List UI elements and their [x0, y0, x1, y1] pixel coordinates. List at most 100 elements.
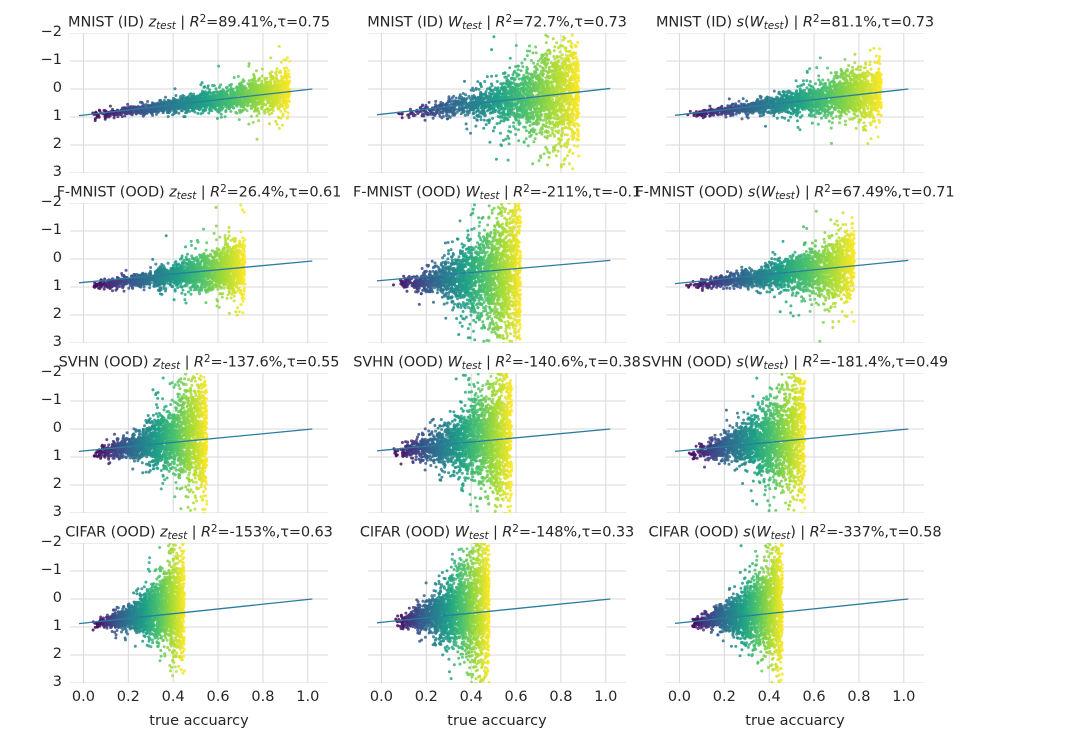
x-tick-label: 0.4 [148, 689, 198, 705]
plot-area-mnist-id-wtest [368, 33, 626, 173]
panel-title-svhn-ood-ztest: SVHN (OOD) ztest | R2=-137.6%,τ=0.55 [59, 353, 340, 372]
x-tick-label: 0.4 [446, 689, 496, 705]
x-tick-label: 0.0 [58, 689, 108, 705]
plot-area-svhn-ood-ztest [70, 373, 328, 513]
scatter-panel-cifar-ood-wtest: CIFAR (OOD) Wtest | R2=-148%,τ=0.33 [360, 523, 634, 683]
panel-title-fmnist-ood-swtest: F-MNIST (OOD) s(Wtest) | R2=67.49%,τ=0.7… [635, 183, 954, 202]
scatter-panel-fmnist-ood-wtest: F-MNIST (OOD) Wtest | R2=-211%,τ=-0.1 [353, 183, 641, 343]
x-tick-label: 0.6 [789, 689, 839, 705]
x-axis-label: true accuarcy [666, 713, 924, 729]
scatter-panel-cifar-ood-swtest: CIFAR (OOD) s(Wtest) | R2=-337%,τ=0.58 [649, 523, 942, 683]
x-tick-label: 0.6 [193, 689, 243, 705]
y-tick-label: 2 [26, 476, 62, 492]
regression-line [376, 598, 611, 624]
y-tick-label: 3 [26, 674, 62, 690]
panel-title-svhn-ood-swtest: SVHN (OOD) s(Wtest) | R2=-181.4%,τ=0.49 [642, 353, 948, 372]
scatter-points [687, 373, 807, 513]
x-tick-label: 1.0 [581, 689, 631, 705]
scatter-points [392, 203, 522, 343]
panel-title-fmnist-ood-wtest: F-MNIST (OOD) Wtest | R2=-211%,τ=-0.1 [353, 183, 641, 202]
panel-title-mnist-id-swtest: MNIST (ID) s(Wtest) | R2=81.1%,τ=0.73 [656, 13, 934, 32]
scatter-panel-mnist-id-ztest: MNIST (ID) ztest | R2=89.41%,τ=0.75 [68, 13, 330, 173]
regression-line [78, 260, 313, 284]
x-tick-label: 0.2 [103, 689, 153, 705]
x-tick-label: 0.8 [536, 689, 586, 705]
x-tick-label: 0.2 [699, 689, 749, 705]
x-tick-label: 0.8 [834, 689, 884, 705]
y-tick-label: 0 [26, 250, 62, 266]
scatter-points [92, 373, 209, 513]
gridlines [70, 543, 328, 683]
y-tick-label: −2 [26, 364, 62, 380]
plot-area-fmnist-ood-wtest [368, 203, 626, 343]
y-tick-label: 1 [26, 278, 62, 294]
regression-line [674, 428, 909, 453]
scatter-points [91, 543, 186, 678]
regression-line [674, 259, 909, 285]
plot-area-mnist-id-ztest [70, 33, 328, 173]
x-tick-label: 0.6 [491, 689, 541, 705]
plot-area-mnist-id-swtest [666, 33, 924, 173]
panel-title-svhn-ood-wtest: SVHN (OOD) Wtest | R2=-140.6%,τ=0.38 [353, 353, 641, 372]
regression-line [376, 87, 611, 116]
y-tick-label: 3 [26, 504, 62, 520]
y-tick-label: 2 [26, 306, 62, 322]
regression-line [78, 428, 313, 453]
x-tick-label: 0.4 [744, 689, 794, 705]
scatter-points [685, 209, 856, 343]
regression-line [376, 259, 611, 282]
regression-line [78, 598, 313, 625]
scatter-points [92, 203, 247, 317]
scatter-panel-fmnist-ood-swtest: F-MNIST (OOD) s(Wtest) | R2=67.49%,τ=0.7… [635, 183, 955, 343]
x-axis-label: true accuarcy [70, 713, 328, 729]
scatter-points [394, 543, 491, 683]
y-tick-label: 3 [26, 164, 62, 180]
panel-title-mnist-id-ztest: MNIST (ID) ztest | R2=89.41%,τ=0.75 [68, 13, 330, 32]
plot-area-svhn-ood-wtest [368, 373, 626, 513]
plot-area-cifar-ood-wtest [368, 543, 626, 683]
plot-area-cifar-ood-ztest [70, 543, 328, 683]
x-tick-label: 0.2 [401, 689, 451, 705]
scatter-panel-svhn-ood-ztest: SVHN (OOD) ztest | R2=-137.6%,τ=0.55 [59, 353, 339, 513]
scatter-panel-mnist-id-wtest: MNIST (ID) Wtest | R2=72.7%,τ=0.73 [367, 13, 627, 173]
plot-area-cifar-ood-swtest [666, 543, 924, 683]
y-tick-label: 0 [26, 590, 62, 606]
gridlines [368, 543, 626, 683]
y-tick-label: −2 [26, 534, 62, 550]
y-tick-label: 0 [26, 420, 62, 436]
panel-title-cifar-ood-swtest: CIFAR (OOD) s(Wtest) | R2=-337%,τ=0.58 [649, 523, 942, 542]
scatter-points [396, 33, 581, 171]
scatter-panel-fmnist-ood-ztest: F-MNIST (OOD) ztest | R2=26.4%,τ=0.61 [57, 183, 341, 343]
y-tick-label: −1 [26, 562, 62, 578]
y-tick-label: 2 [26, 136, 62, 152]
y-tick-label: 1 [26, 108, 62, 124]
y-tick-label: −1 [26, 222, 62, 238]
scatter-points [691, 543, 785, 683]
y-tick-label: 0 [26, 80, 62, 96]
x-axis-label: true accuarcy [368, 713, 626, 729]
regression-line [674, 598, 909, 625]
regression-line [674, 88, 909, 116]
scatter-points [686, 46, 883, 145]
scatter-panel-mnist-id-swtest: MNIST (ID) s(Wtest) | R2=81.1%,τ=0.73 [656, 13, 934, 173]
scatter-points [392, 373, 514, 513]
scatter-panel-cifar-ood-ztest: CIFAR (OOD) ztest | R2=-153%,τ=0.63 [65, 523, 333, 683]
y-tick-label: −1 [26, 392, 62, 408]
y-tick-label: 3 [26, 334, 62, 350]
x-tick-label: 0.0 [654, 689, 704, 705]
y-tick-label: −2 [26, 194, 62, 210]
y-tick-label: −1 [26, 52, 62, 68]
panel-title-mnist-id-wtest: MNIST (ID) Wtest | R2=72.7%,τ=0.73 [367, 13, 627, 32]
panel-title-cifar-ood-wtest: CIFAR (OOD) Wtest | R2=-148%,τ=0.33 [360, 523, 634, 542]
regression-line [78, 88, 313, 117]
x-tick-label: 1.0 [879, 689, 929, 705]
x-tick-label: 1.0 [283, 689, 333, 705]
x-tick-label: 0.0 [356, 689, 406, 705]
plot-area-fmnist-ood-ztest [70, 203, 328, 343]
scatter-panel-svhn-ood-wtest: SVHN (OOD) Wtest | R2=-140.6%,τ=0.38 [353, 353, 641, 513]
scatter-panel-svhn-ood-swtest: SVHN (OOD) s(Wtest) | R2=-181.4%,τ=0.49 [642, 353, 948, 513]
gridlines [666, 543, 924, 683]
panel-title-cifar-ood-ztest: CIFAR (OOD) ztest | R2=-153%,τ=0.63 [65, 523, 333, 542]
gridlines [368, 33, 626, 173]
